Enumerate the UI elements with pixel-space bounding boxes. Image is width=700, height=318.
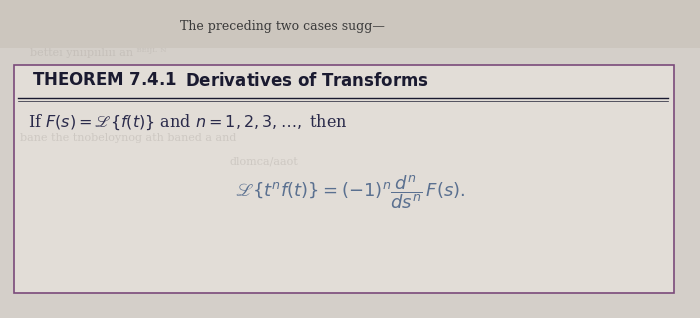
Polygon shape xyxy=(0,0,700,68)
FancyBboxPatch shape xyxy=(14,65,674,293)
Text: If $F(s) = \mathscr{L}\{f(t)\}$ and $n = 1, 2, 3, \ldots,$ then: If $F(s) = \mathscr{L}\{f(t)\}$ and $n =… xyxy=(28,113,347,132)
Text: $\mathscr{L}\{t^n f(t)\} = (-1)^n \dfrac{d^n}{ds^n}\, F(s).$: $\mathscr{L}\{t^n f(t)\} = (-1)^n \dfrac… xyxy=(235,173,465,211)
Text: betteı ynııpıılııı an ᴮᴱᴵᴶᴸ ᴺ: betteı ynııpıılııı an ᴮᴱᴵᴶᴸ ᴺ xyxy=(30,48,167,58)
Text: The preceding two cases sugg—: The preceding two cases sugg— xyxy=(180,20,385,33)
Text: $\mathbf{THEOREM\ 7.4.1}$: $\mathbf{THEOREM\ 7.4.1}$ xyxy=(32,72,177,89)
Text: bane the tnobeloynog ath baned a and: bane the tnobeloynog ath baned a and xyxy=(20,133,237,143)
Text: $\mathbf{Derivatives\ of\ Transforms}$: $\mathbf{Derivatives\ of\ Transforms}$ xyxy=(185,72,429,90)
Polygon shape xyxy=(0,48,700,318)
Text: dlomca/aaot: dlomca/aaot xyxy=(230,156,299,166)
